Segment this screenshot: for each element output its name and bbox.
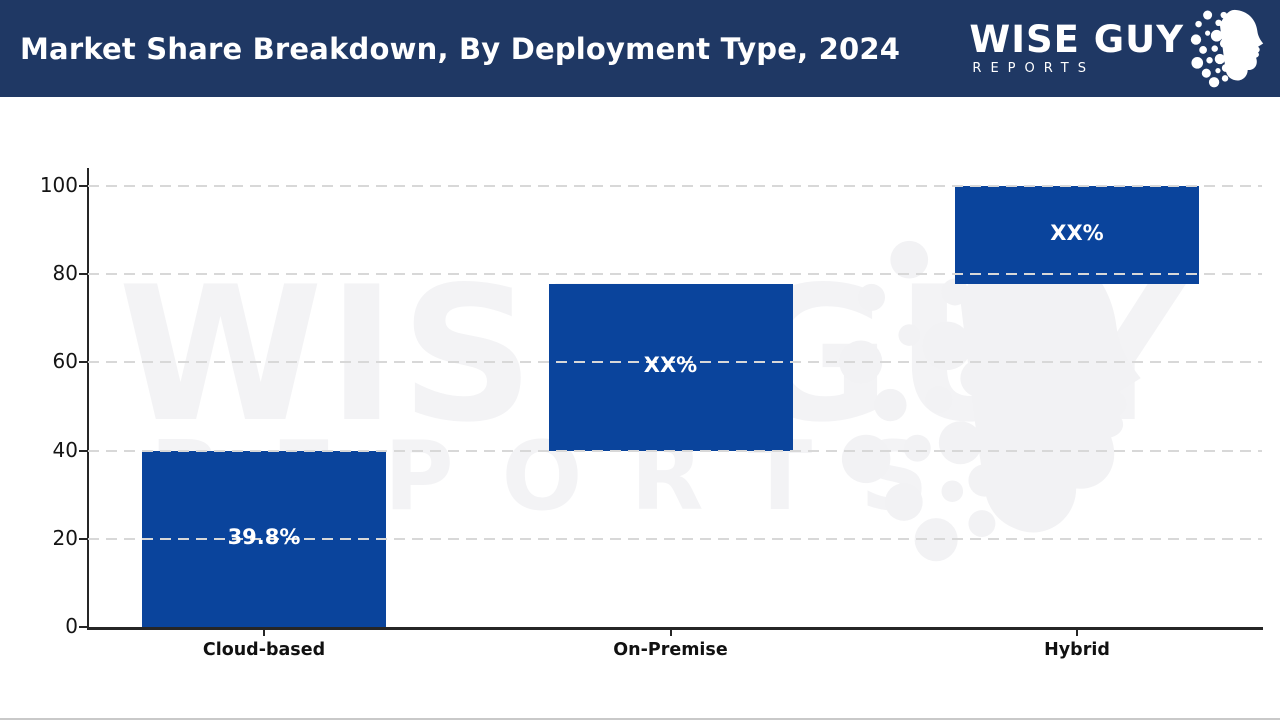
y-tick [79, 361, 88, 364]
bar-value-label: 39.8% [227, 525, 301, 550]
y-axis-spine [87, 168, 89, 629]
y-tick-label: 40 [52, 437, 78, 462]
page-title: Market Share Breakdown, By Deployment Ty… [20, 31, 901, 66]
x-category-label: Cloud-based [202, 640, 326, 660]
bar-value-label: XX% [643, 353, 698, 378]
y-tick-label: 100 [39, 173, 78, 197]
gridline [88, 273, 1262, 276]
wiseguy-face-icon [1190, 9, 1264, 88]
logo-subtext: REPORTS [972, 61, 1096, 77]
y-tick [79, 449, 88, 452]
bar-on-premise [548, 283, 793, 451]
wiseguy-logo: WISE GUY REPORTS [969, 6, 1266, 90]
gridline [88, 185, 1262, 187]
y-tick [79, 537, 88, 540]
logo-wordmark: WISE GUY [969, 17, 1184, 61]
x-tick [669, 627, 672, 636]
x-axis-spine [87, 627, 1263, 630]
y-tick-label: 0 [65, 614, 78, 638]
bar-value-label: XX% [1050, 221, 1104, 246]
logo-text: WISE GUY REPORTS [969, 17, 1184, 77]
y-tick [79, 273, 88, 276]
gridline [88, 449, 1262, 452]
x-tick [1076, 627, 1078, 636]
y-tick [79, 626, 88, 628]
x-category-label: On-Premise [613, 640, 728, 660]
y-tick-label: 20 [52, 525, 78, 550]
x-category-label: Hybrid [1044, 640, 1110, 660]
y-tick [79, 185, 88, 187]
y-tick-label: 80 [52, 261, 78, 286]
gridline [88, 537, 1262, 540]
x-tick [263, 627, 265, 636]
header-banner: Market Share Breakdown, By Deployment Ty… [0, 0, 1280, 97]
y-tick-label: 60 [52, 349, 78, 374]
gridline [88, 361, 1262, 364]
